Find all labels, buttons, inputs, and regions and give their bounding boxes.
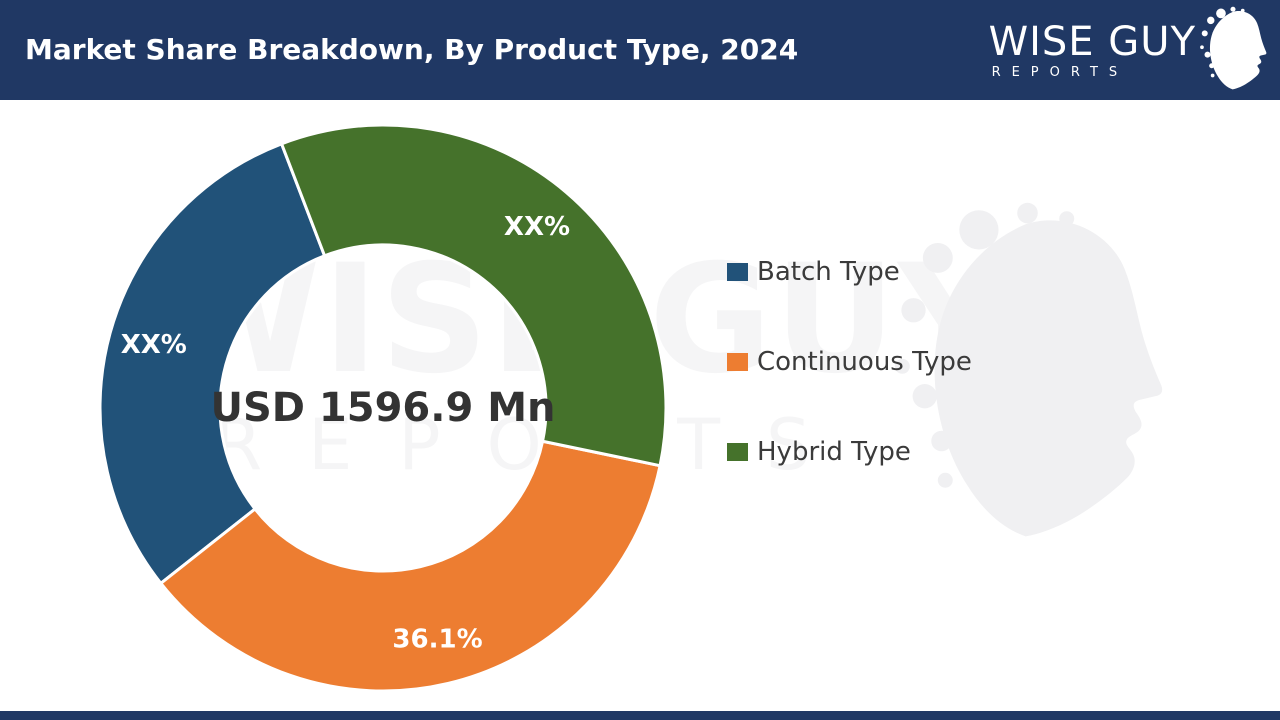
footer-bar <box>0 711 1280 720</box>
logo-subtext: REPORTS <box>991 64 1129 80</box>
legend-label: Continuous Type <box>757 347 972 377</box>
logo-text: WISE GUY REPORTS <box>989 21 1196 80</box>
legend-item-batch-type[interactable]: Batch Type <box>727 257 972 287</box>
slice-continuous-type[interactable] <box>159 439 662 693</box>
legend-item-hybrid-type[interactable]: Hybrid Type <box>727 437 972 467</box>
slice-hybrid-type[interactable] <box>280 123 668 468</box>
legend-swatch <box>727 263 748 281</box>
slice-batch-type[interactable] <box>98 142 327 585</box>
donut-center-value: USD 1596.9 Mn <box>210 385 556 431</box>
wise-guy-logo: WISE GUY REPORTS <box>989 6 1270 94</box>
legend-label: Hybrid Type <box>757 437 911 467</box>
slice-percent-label: XX% <box>504 212 570 242</box>
legend-item-continuous-type[interactable]: Continuous Type <box>727 347 972 377</box>
page-title: Market Share Breakdown, By Product Type,… <box>25 33 799 66</box>
logo-face-icon <box>1200 6 1267 90</box>
logo-wordmark: WISE GUY <box>988 18 1196 65</box>
header: Market Share Breakdown, By Product Type,… <box>0 0 1280 100</box>
legend-swatch <box>727 443 748 461</box>
legend-swatch <box>727 353 748 371</box>
slice-percent-label: 36.1% <box>392 624 482 654</box>
legend: Batch Type Continuous Type Hybrid Type <box>727 257 972 527</box>
legend-label: Batch Type <box>757 257 900 287</box>
slice-percent-label: XX% <box>121 330 187 360</box>
